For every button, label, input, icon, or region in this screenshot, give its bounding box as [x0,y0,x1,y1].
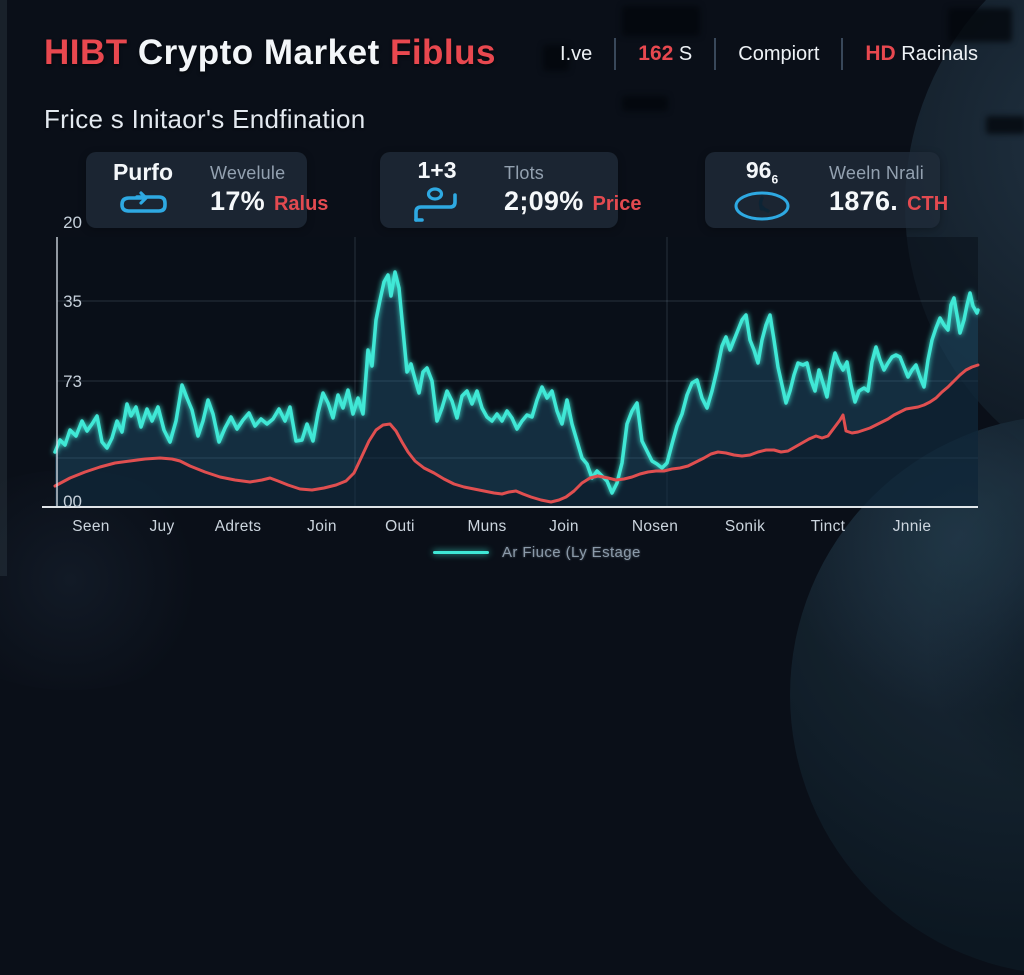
stat-card-right: Tlots 2;09% Price [488,163,651,217]
brand-part-white: Crypto Market [137,33,380,72]
svg-text:Tinct: Tinct [811,518,846,535]
nav-item-2[interactable]: 162 S [638,42,692,66]
secondary-line [53,363,980,504]
svg-text:Jnnie: Jnnie [893,518,932,535]
stat-card-title: 966 [745,157,779,187]
left-edge-strip [0,0,7,576]
price-line [53,270,980,495]
legend-line-swatch [433,551,489,554]
ghost-artifact [543,45,569,71]
stat-card-right: Wevelule 17% Ralus [194,163,338,217]
stat-card-value: 17% [210,186,265,216]
swap-loop-icon [120,190,167,213]
stat-card-suffix: CTH [907,193,949,215]
ghost-artifact [948,8,1012,42]
stat-card-label: Tlots [504,163,545,183]
svg-text:00: 00 [63,492,82,511]
stat-card-left: 966 [705,158,813,221]
stat-card-suffix: Ralus [273,193,329,215]
stat-card-purfo: Purfo Wevelule 17% Ralus [86,152,328,228]
nav-item-2-number: 162 [638,42,674,65]
faucet-pipe-icon [414,186,457,222]
svg-text:Sonik: Sonik [725,518,765,535]
stat-card-title: Purfo [112,159,174,186]
app-title: HIBT Crypto Market Fiblus [44,33,496,73]
svg-text:35: 35 [63,292,82,311]
nav-separator [714,38,717,70]
svg-text:Nosen: Nosen [632,518,678,535]
svg-text:Adrets: Adrets [215,518,262,535]
stat-card-right: Weeln Nrali 1876. CTH [813,163,958,217]
stat-card-tlots: 1+3 Tlots 2;09% Price [380,152,641,228]
ghost-artifact [622,96,668,111]
stat-card-title-sub: 6 [771,173,779,187]
svg-text:Outi: Outi [385,518,415,535]
stat-card-value: 1876. [829,186,899,216]
price-chart: 20 35 73 00 Seen Juy Adrets Join Outi Muns Join Nos… [42,213,980,535]
brand-part-red2: Fiblus [389,33,497,72]
nav-separator [841,38,844,70]
stat-card-label: Wevelule [210,163,286,183]
nav-item-2-rest: S [678,43,693,65]
stat-card-title: 1+3 [417,157,457,184]
svg-text:Muns: Muns [467,518,506,535]
brand-part-red: HIBT [44,33,128,72]
legend-label: Ar Fiuce (Ly Estage [502,544,641,561]
chart-legend: Ar Fiuce (Ly Estage [433,544,641,561]
stat-card-weeln: 966 Weeln Nrali 1876. CTH [705,152,948,228]
nav-separator [614,38,617,70]
nav-item-4[interactable]: HD Racinals [865,42,978,66]
svg-text:Seen: Seen [72,518,109,535]
svg-text:Join: Join [307,518,337,535]
stat-card-left: 1+3 [380,157,488,222]
nav-item-4-badge: HD [865,42,896,65]
svg-text:Juy: Juy [149,518,174,535]
ghost-artifact [986,116,1024,134]
top-nav: I.ve 162 S Compiort HD Racinals [560,38,978,70]
nav-item-1[interactable]: I.ve [560,42,593,65]
nav-item-4-rest: Racinals [901,43,978,65]
clock-ellipse-icon [734,191,790,221]
stat-card-suffix: Price [592,193,642,215]
svg-text:Join: Join [549,518,579,535]
ghost-artifact [622,6,700,36]
svg-text:73: 73 [63,372,82,391]
page-subtitle: Frice s Initaor's Endfination [44,104,366,134]
stat-card-value: 2;09% [504,186,584,216]
stat-card-label: Weeln Nrali [829,163,924,183]
nav-item-3[interactable]: Compiort [738,42,820,65]
stat-card-left: Purfo [86,160,194,219]
svg-text:20: 20 [63,213,82,232]
